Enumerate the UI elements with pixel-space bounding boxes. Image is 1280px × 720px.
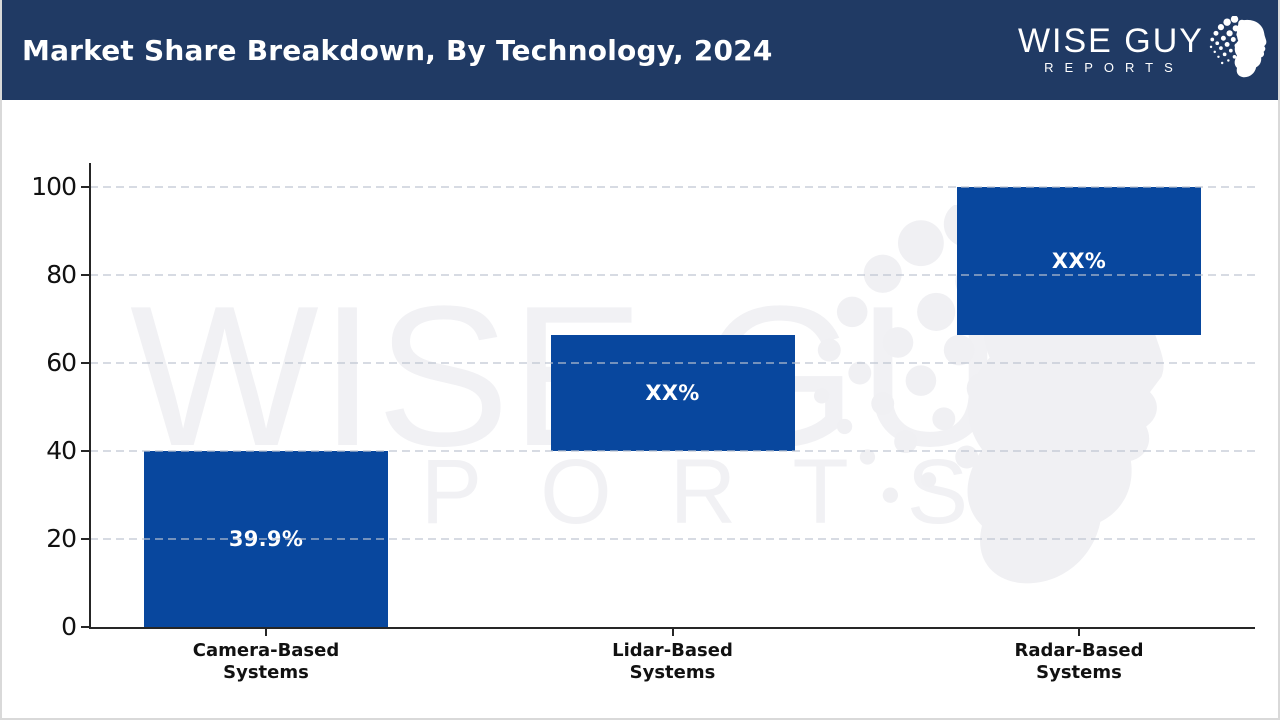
x-category-label-2: Lidar-Based Systems	[612, 640, 733, 683]
y-tickmark-80	[81, 274, 90, 276]
bar-3: XX%	[957, 187, 1201, 336]
x-category-label-1: Camera-Based Systems	[192, 640, 340, 683]
y-tickmark-20	[81, 538, 90, 540]
chart-plot-area: 39.9% XX% XX% 0 20 40 60 80 100 Camera-Based Syst…	[2, 100, 1278, 718]
logo-wiseguy-label: WISE GUY	[1017, 22, 1204, 60]
logo-reports-label: REPORTS	[1044, 60, 1184, 75]
header-bar: Market Share Breakdown, By Technology, 2…	[2, 0, 1278, 100]
y-tickmark-100	[81, 186, 90, 188]
y-tick-label-40: 40	[46, 436, 77, 465]
gridline-y80	[90, 274, 1255, 276]
wiseguy-logo: WISE GUY REPORTS	[1018, 10, 1268, 90]
gridline-y20	[90, 538, 1255, 540]
y-tick-label-20: 20	[46, 524, 77, 553]
logo-text: WISE GUY REPORTS	[1018, 23, 1204, 77]
x-tickmark-1	[265, 627, 267, 636]
y-tickmark-60	[81, 362, 90, 364]
x-category-label-3: Radar-Based Systems	[1014, 640, 1144, 683]
gridline-y40	[90, 450, 1255, 452]
x-tickmark-2	[671, 627, 674, 636]
y-tick-label-0: 0	[61, 612, 77, 641]
y-tick-label-80: 80	[46, 260, 77, 289]
gridline-y100	[90, 186, 1255, 188]
y-axis-spine	[89, 163, 91, 629]
bar-2: XX%	[550, 335, 795, 452]
y-tickmark-0	[81, 626, 90, 628]
y-tick-label-100: 100	[31, 172, 77, 201]
x-tickmark-3	[1078, 627, 1080, 636]
y-tick-label-60: 60	[46, 348, 77, 377]
bar-value-label-2: XX%	[645, 381, 700, 406]
x-axis-spine	[89, 627, 1255, 629]
page-title: Market Share Breakdown, By Technology, 2…	[22, 33, 773, 67]
logo-face-dots-icon	[1209, 16, 1267, 78]
bar-value-label-3: XX%	[1051, 249, 1107, 274]
y-tickmark-40	[81, 450, 90, 452]
gridline-y60	[90, 362, 1255, 364]
